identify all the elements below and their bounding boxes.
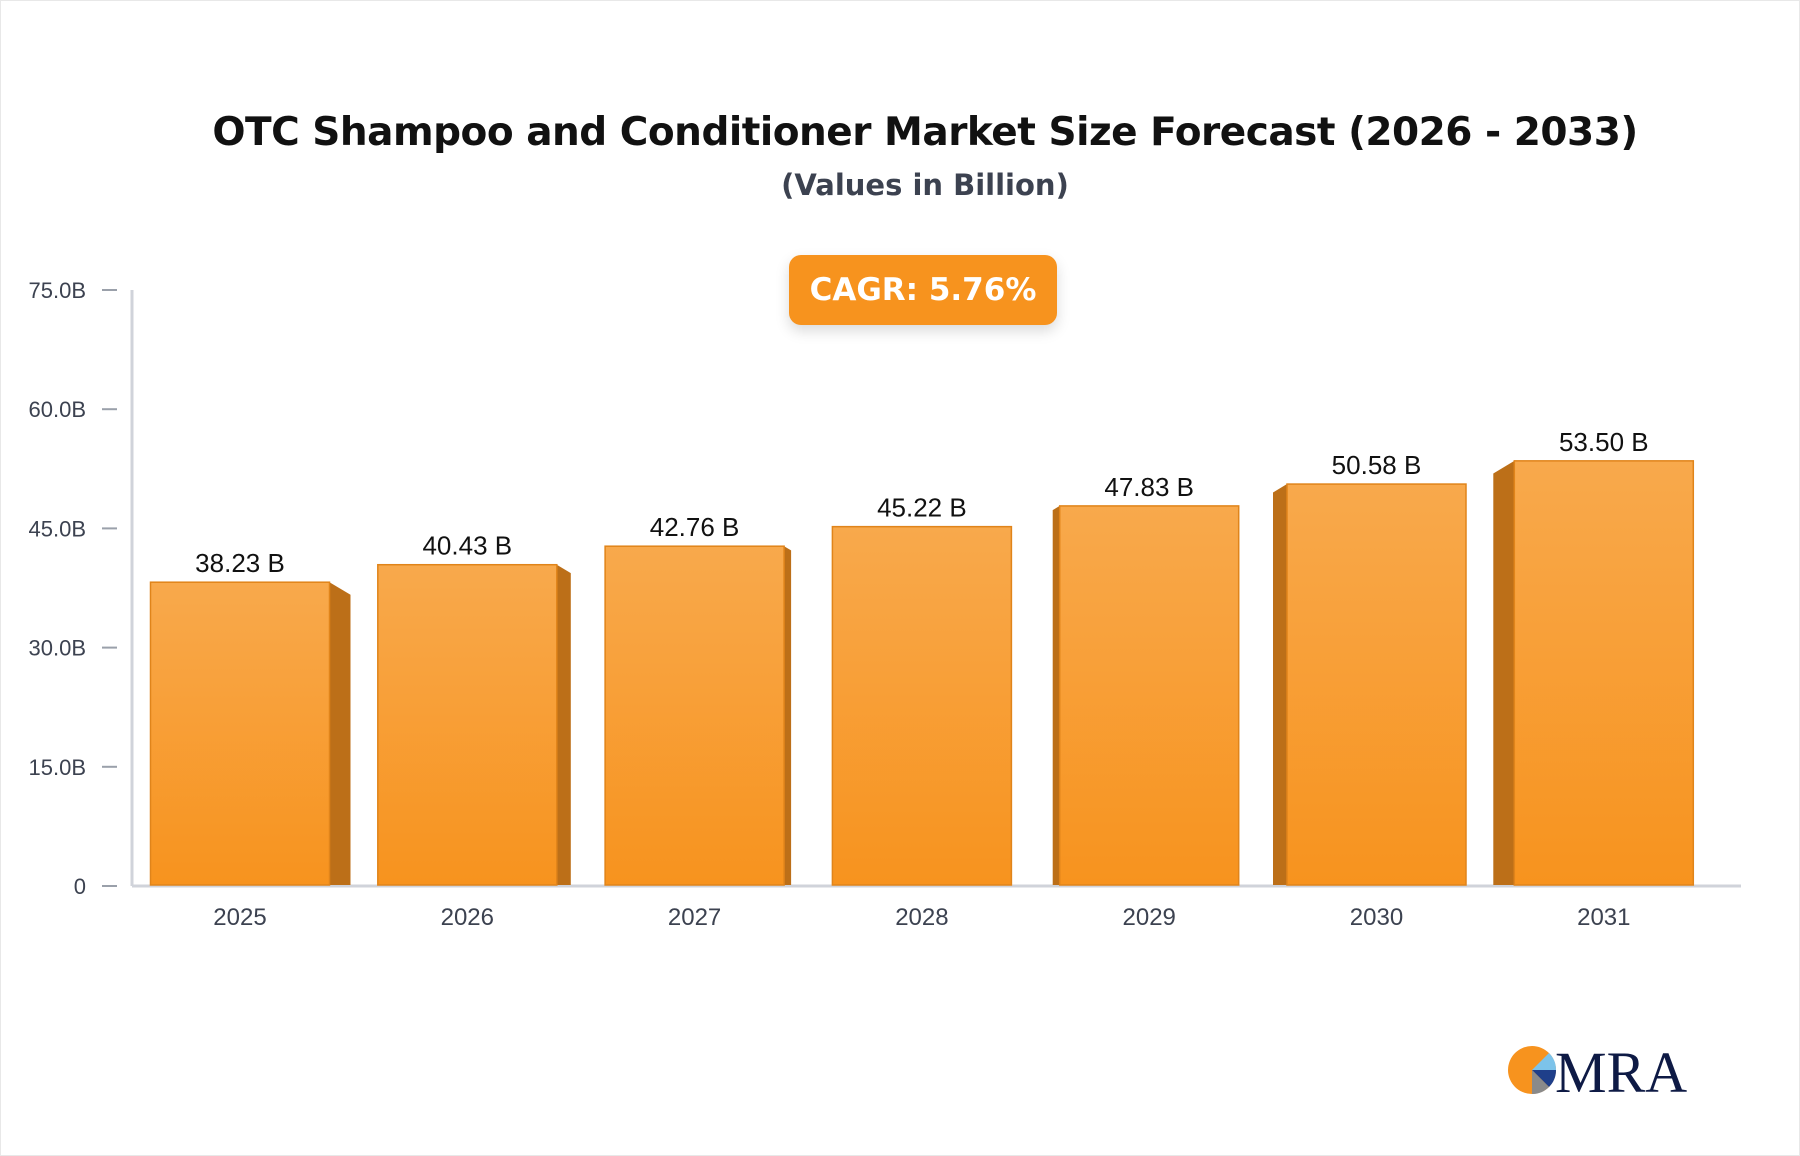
bar-side	[1273, 484, 1287, 885]
bar-side	[784, 546, 792, 885]
bar-side	[329, 582, 351, 885]
chart-title: OTC Shampoo and Conditioner Market Size …	[212, 110, 1638, 155]
value-label: 47.83 B	[1104, 472, 1194, 502]
logo-text: MRA	[1555, 1040, 1687, 1100]
x-tick-label: 2029	[1123, 904, 1176, 931]
y-tick-label: 75.0B	[29, 278, 87, 303]
bar	[1058, 505, 1240, 886]
y-tick-label: 15.0B	[29, 755, 87, 780]
bar-side	[1493, 460, 1515, 885]
bar	[1513, 460, 1695, 886]
bar	[604, 545, 785, 886]
y-tick-label: 60.0B	[29, 397, 87, 422]
bar	[831, 525, 1013, 886]
logo-pie-slice	[1532, 1053, 1557, 1070]
y-tick-label: 30.0B	[29, 636, 87, 661]
x-tick-label: 2025	[213, 904, 266, 931]
mra-logo: MRA	[1508, 1040, 1687, 1100]
x-tick-label: 2028	[895, 904, 948, 931]
value-label: 40.43 B	[422, 531, 512, 561]
value-label: 50.58 B	[1332, 450, 1422, 480]
value-label: 42.76 B	[650, 512, 740, 542]
x-tick-label: 2030	[1350, 904, 1403, 931]
bar	[1286, 483, 1467, 886]
x-tick-label: 2027	[668, 904, 721, 931]
logo-pie-slice	[1532, 1070, 1549, 1095]
x-tick-label: 2031	[1577, 904, 1630, 931]
bar-side	[556, 564, 571, 885]
bar	[149, 581, 331, 886]
bar-side	[1052, 505, 1060, 885]
y-tick-label: 45.0B	[29, 516, 87, 541]
logo-pie-slice	[1532, 1070, 1557, 1087]
y-tick-label: 0	[74, 874, 86, 899]
bar	[377, 563, 558, 886]
cagr-badge: CAGR: 5.76%	[789, 255, 1057, 325]
chart-subtitle: (Values in Billion)	[781, 168, 1069, 202]
value-label: 45.22 B	[877, 493, 967, 523]
value-label: 53.50 B	[1559, 427, 1649, 457]
value-label: 38.23 B	[195, 548, 285, 578]
x-tick-label: 2026	[441, 904, 494, 931]
